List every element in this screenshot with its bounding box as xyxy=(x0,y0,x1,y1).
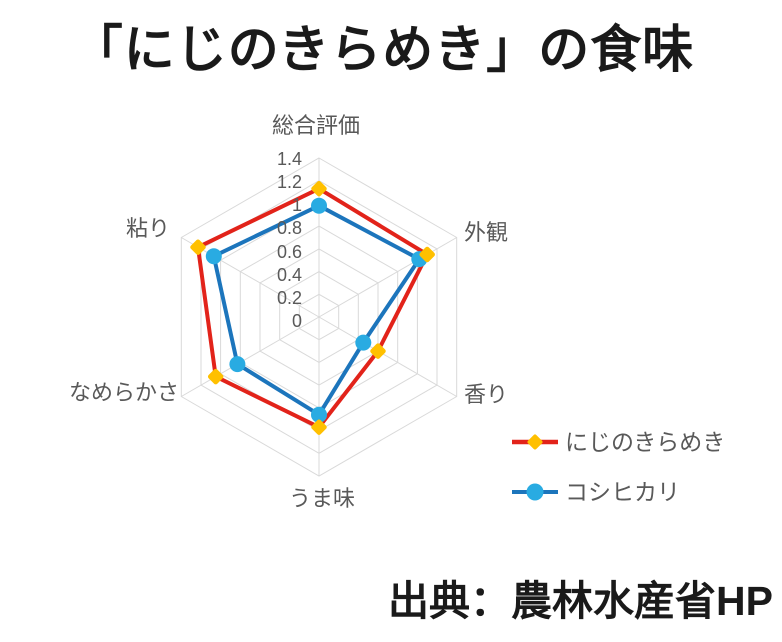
svg-text:0.4: 0.4 xyxy=(277,265,302,285)
svg-text:0: 0 xyxy=(292,311,302,331)
svg-text:にじのきらめき: にじのきらめき xyxy=(565,429,725,455)
svg-text:うま味: うま味 xyxy=(289,486,355,511)
svg-text:0.2: 0.2 xyxy=(277,288,302,308)
svg-text:コシヒカリ: コシヒカリ xyxy=(565,479,680,505)
svg-text:総合評価: 総合評価 xyxy=(272,113,360,138)
svg-text:なめらかさ: なめらかさ xyxy=(69,380,179,405)
svg-text:香り: 香り xyxy=(464,382,508,407)
svg-text:1.2: 1.2 xyxy=(277,172,302,192)
svg-text:粘り: 粘り xyxy=(126,216,170,241)
svg-text:外観: 外観 xyxy=(464,220,508,245)
svg-text:1: 1 xyxy=(292,195,302,215)
svg-text:0.6: 0.6 xyxy=(277,242,302,262)
svg-text:1.4: 1.4 xyxy=(277,149,302,169)
svg-text:0.8: 0.8 xyxy=(277,218,302,238)
